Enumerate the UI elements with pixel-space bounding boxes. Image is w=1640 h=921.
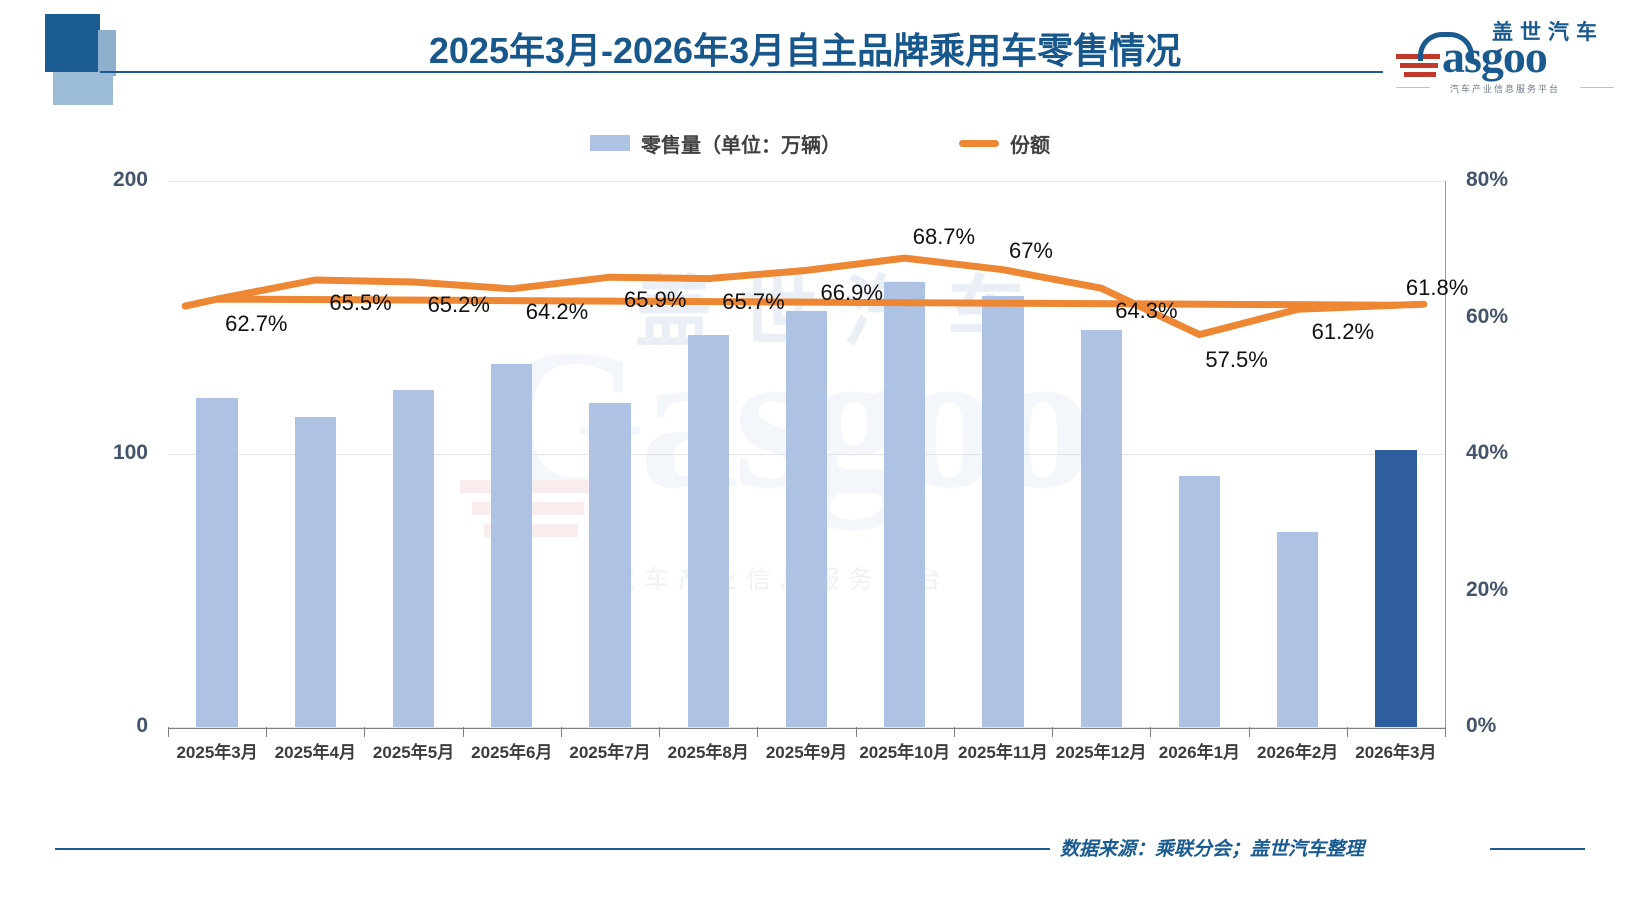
x-axis-label-7: 2025年10月 (859, 743, 951, 762)
x-axis-tick (757, 727, 759, 737)
axis-bottom-line (168, 727, 1445, 729)
legend-label-share: 份额 (1010, 134, 1050, 157)
data-label-share-12: 61.8% (1405, 275, 1469, 301)
x-axis-label-4: 2025年7月 (569, 743, 651, 762)
x-axis-label-1: 2025年4月 (274, 743, 356, 762)
x-axis-label-6: 2025年9月 (765, 743, 848, 762)
x-axis-tick (1150, 727, 1152, 737)
data-label-share-0: 62.7% (225, 311, 288, 337)
footer-rule-right (1490, 848, 1585, 850)
x-axis-tick (462, 727, 464, 737)
y-axis-left-tick-label: 200 (112, 168, 148, 191)
header-divider (100, 71, 1383, 73)
logo-subtitle: 汽车产业信息服务平台 (1449, 84, 1560, 94)
legend-swatch-bar-icon (590, 135, 630, 151)
x-axis-tick (1052, 727, 1054, 737)
chart-legend: 零售量（单位：万辆） 份额 (0, 128, 1640, 158)
legend-item-share[interactable]: 份额 (959, 129, 1050, 158)
x-axis-tick (855, 727, 857, 737)
y-axis-right-tick-label: 20% (1466, 577, 1509, 601)
data-label-share-7: 68.7% (912, 224, 976, 250)
header-decor-square-mid (98, 30, 116, 76)
x-axis-label-11: 2026年2月 (1257, 743, 1339, 762)
bar-3[interactable] (491, 363, 533, 727)
legend-swatch-line-icon (959, 139, 999, 147)
x-axis-tick (1346, 727, 1348, 737)
data-label-share-9: 64.3% (1115, 298, 1178, 324)
footer: 数据来源：乘联分会；盖世汽车整理 (0, 826, 1640, 874)
x-axis-label-8: 2025年11月 (958, 743, 1048, 762)
logo-arc-icon (1418, 32, 1474, 61)
x-axis-tick (364, 727, 366, 737)
data-label-share-5: 65.7% (722, 288, 785, 314)
y-axis-left-tick-label: 100 (112, 441, 148, 464)
bar-6[interactable] (785, 310, 828, 727)
bar-8[interactable] (982, 295, 1024, 727)
header-decor-square-dark (45, 14, 100, 72)
legend-label-retail-volume: 零售量（单位：万辆） (641, 134, 841, 157)
x-axis-label-9: 2025年12月 (1055, 743, 1147, 762)
legend-item-retail-volume[interactable]: 零售量（单位：万辆） (590, 129, 841, 158)
x-axis-tick (1248, 727, 1250, 737)
header-decor-square-light (53, 72, 113, 105)
data-label-share-4: 65.9% (624, 287, 687, 313)
bar-4[interactable] (589, 403, 631, 727)
logo-wordmark: asgoo (1442, 31, 1548, 82)
bar-0[interactable] (196, 398, 238, 727)
x-axis-label-10: 2026年1月 (1158, 743, 1241, 762)
data-label-share-10: 57.5% (1205, 346, 1268, 372)
y-axis-right-tick-label: 80% (1466, 168, 1509, 191)
data-label-share-6: 66.9% (820, 280, 883, 306)
gasgoo-logo: 盖世汽车 asgoo 汽车产业信息服务平台 (1390, 14, 1620, 96)
footer-rule-left (55, 848, 1050, 850)
bar-9[interactable] (1080, 329, 1122, 727)
x-axis-tick (953, 727, 955, 737)
x-axis-label-3: 2025年6月 (471, 743, 553, 762)
data-label-share-1: 65.5% (329, 289, 392, 315)
bar-1[interactable] (294, 417, 336, 727)
x-axis-tick (266, 727, 268, 737)
gridline (168, 181, 1445, 182)
bar-2[interactable] (392, 389, 435, 727)
axis-right-line (1445, 181, 1446, 727)
logo-subtitle-rule-right (1580, 87, 1614, 88)
y-axis-right-tick-label: 40% (1466, 441, 1509, 464)
logo-subtitle-rule-left (1396, 87, 1430, 88)
data-label-share-3: 64.2% (525, 298, 589, 324)
page-title: 2025年3月-2026年3月自主品牌乘用车零售情况 (428, 30, 1182, 71)
x-axis-label-0: 2025年3月 (176, 743, 258, 762)
y-axis-left-tick-label: 0 (136, 714, 148, 737)
bar-7[interactable] (884, 282, 926, 727)
bar-12[interactable] (1375, 449, 1417, 727)
data-label-share-11: 61.2% (1311, 319, 1375, 345)
y-axis-right-tick-label: 60% (1466, 304, 1509, 328)
data-label-share-2: 65.2% (427, 292, 490, 317)
bar-11[interactable] (1277, 531, 1319, 727)
x-axis-tick (1445, 727, 1446, 737)
logo-chinese-name: 盖世汽车 (1492, 21, 1604, 44)
x-axis-tick (168, 727, 169, 737)
bar-5[interactable] (687, 335, 729, 727)
x-axis-tick (659, 727, 661, 737)
x-axis-tick (560, 727, 562, 737)
gridline (168, 727, 1445, 728)
y-axis-right-tick-label: 0% (1466, 714, 1497, 737)
x-axis-label-2: 2025年5月 (372, 743, 455, 762)
x-axis-label-12: 2026年3月 (1355, 743, 1437, 762)
header: 2025年3月-2026年3月自主品牌乘用车零售情况 盖世汽车 asgoo 汽车… (0, 0, 1640, 110)
bar-10[interactable] (1178, 475, 1221, 727)
data-source-note: 数据来源：乘联分会；盖世汽车整理 (1060, 839, 1365, 860)
data-label-share-8: 67% (1008, 237, 1053, 263)
x-axis-label-5: 2025年8月 (667, 743, 749, 762)
